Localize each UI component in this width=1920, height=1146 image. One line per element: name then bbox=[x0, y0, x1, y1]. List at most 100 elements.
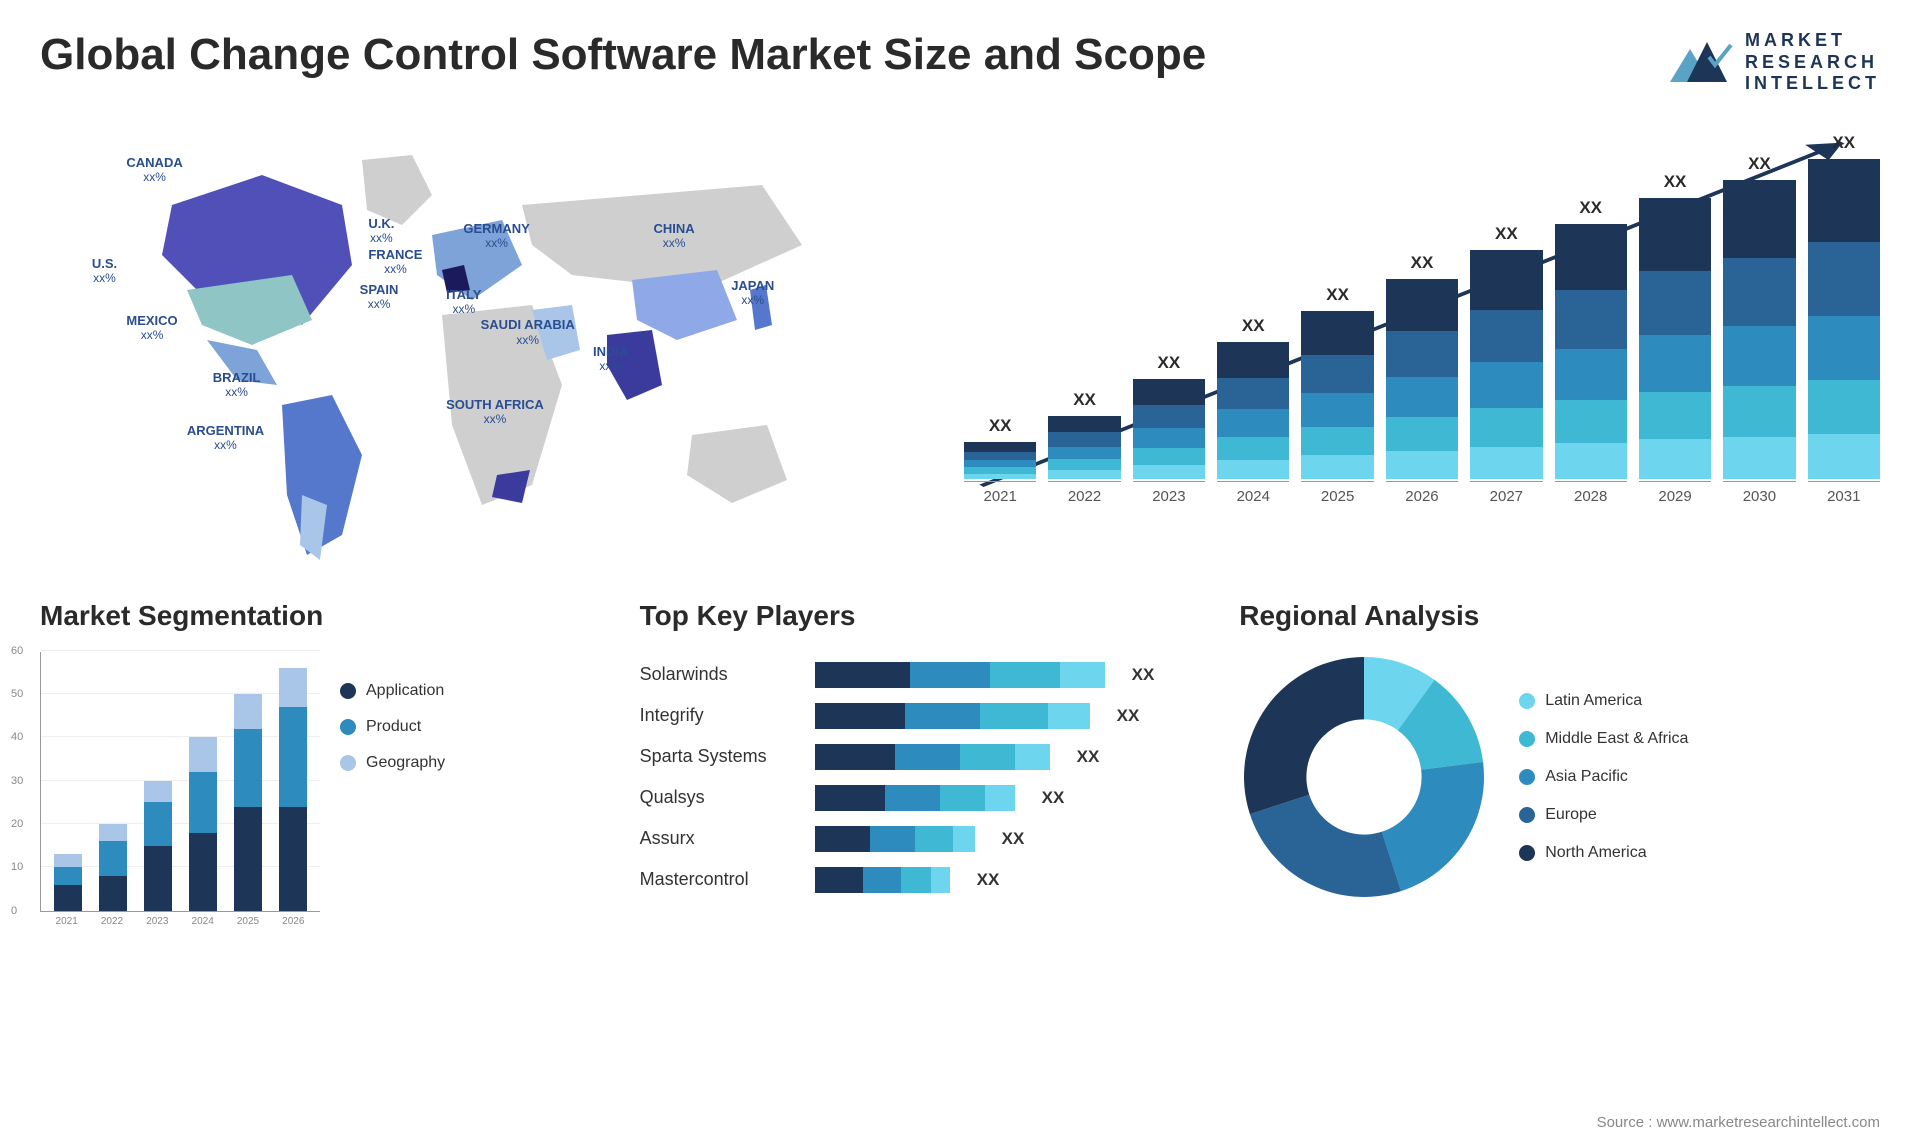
growth-segment bbox=[1470, 310, 1542, 363]
legend-dot-icon bbox=[1519, 693, 1535, 709]
growth-value-label: XX bbox=[1158, 353, 1181, 373]
growth-segment bbox=[1639, 439, 1711, 478]
seg-ytick: 40 bbox=[11, 731, 23, 743]
growth-value-label: XX bbox=[1748, 154, 1771, 174]
seg-ytick: 10 bbox=[11, 861, 23, 873]
map-label: U.S.xx% bbox=[92, 257, 117, 286]
growth-segment bbox=[1386, 451, 1458, 479]
growth-segment bbox=[1808, 159, 1880, 242]
growth-year-label: 2026 bbox=[1386, 481, 1458, 505]
legend-item: Latin America bbox=[1519, 692, 1688, 710]
logo-line3: INTELLECT bbox=[1745, 73, 1880, 95]
growth-segment bbox=[1639, 335, 1711, 391]
players-chart: SolarwindsXXIntegrifyXXSparta SystemsXXQ… bbox=[640, 652, 1210, 893]
growth-segment bbox=[1301, 311, 1373, 355]
seg-xlabel: 2024 bbox=[189, 916, 217, 927]
donut-slice bbox=[1244, 657, 1364, 814]
regional-donut bbox=[1239, 652, 1489, 902]
player-bar bbox=[815, 703, 1090, 729]
player-segment bbox=[863, 867, 901, 893]
player-segment bbox=[1060, 662, 1105, 688]
legend-item: Geography bbox=[340, 754, 445, 772]
growth-year-label: 2030 bbox=[1723, 481, 1795, 505]
segmentation-title: Market Segmentation bbox=[40, 600, 610, 632]
map-label: ARGENTINAxx% bbox=[187, 424, 264, 453]
growth-segment bbox=[964, 452, 1036, 460]
seg-segment bbox=[54, 854, 82, 867]
growth-segment bbox=[1133, 405, 1205, 428]
seg-segment bbox=[189, 833, 217, 911]
growth-segment bbox=[1723, 258, 1795, 327]
seg-column bbox=[279, 668, 307, 911]
map-label: ITALYxx% bbox=[446, 288, 481, 317]
legend-dot-icon bbox=[1519, 731, 1535, 747]
growth-segment bbox=[1301, 455, 1373, 479]
player-segment bbox=[985, 785, 1015, 811]
seg-ytick: 20 bbox=[11, 818, 23, 830]
player-segment bbox=[990, 662, 1060, 688]
player-segment bbox=[815, 867, 863, 893]
player-row: IntegrifyXX bbox=[640, 703, 1210, 729]
player-segment bbox=[960, 744, 1015, 770]
legend-dot-icon bbox=[1519, 769, 1535, 785]
growth-segment bbox=[1808, 316, 1880, 380]
legend-dot-icon bbox=[340, 683, 356, 699]
seg-ytick: 30 bbox=[11, 775, 23, 787]
player-segment bbox=[885, 785, 940, 811]
legend-label: Latin America bbox=[1545, 692, 1642, 710]
legend-item: Product bbox=[340, 718, 445, 736]
source-text: Source : www.marketresearchintellect.com bbox=[1597, 1114, 1880, 1131]
legend-item: Asia Pacific bbox=[1519, 768, 1688, 786]
player-row: QualsysXX bbox=[640, 785, 1210, 811]
player-name: Assurx bbox=[640, 828, 800, 849]
seg-segment bbox=[144, 802, 172, 845]
growth-segment bbox=[1470, 447, 1542, 479]
seg-segment bbox=[279, 707, 307, 807]
growth-value-label: XX bbox=[1664, 172, 1687, 192]
legend-item: Europe bbox=[1519, 806, 1688, 824]
growth-segment bbox=[1133, 448, 1205, 465]
growth-segment bbox=[1723, 437, 1795, 479]
seg-column bbox=[144, 781, 172, 911]
donut-slice bbox=[1250, 795, 1401, 897]
player-bar bbox=[815, 826, 975, 852]
growth-segment bbox=[1301, 427, 1373, 456]
player-segment bbox=[815, 826, 870, 852]
legend-label: Middle East & Africa bbox=[1545, 730, 1688, 748]
player-segment bbox=[931, 867, 950, 893]
seg-segment bbox=[234, 807, 262, 911]
growth-segment bbox=[1217, 437, 1289, 460]
growth-segment bbox=[1048, 432, 1120, 446]
player-value-label: XX bbox=[1117, 706, 1140, 726]
growth-column: XX2029 bbox=[1639, 172, 1711, 505]
player-segment bbox=[895, 744, 960, 770]
growth-column: XX2024 bbox=[1217, 316, 1289, 504]
legend-label: Product bbox=[366, 718, 421, 736]
growth-segment bbox=[1386, 279, 1458, 331]
growth-column: XX 2030 bbox=[1723, 154, 1795, 505]
growth-segment bbox=[1808, 242, 1880, 316]
seg-xlabel: 2023 bbox=[143, 916, 171, 927]
growth-segment bbox=[964, 460, 1036, 467]
seg-segment bbox=[279, 807, 307, 911]
player-segment bbox=[815, 785, 885, 811]
growth-segment bbox=[1723, 326, 1795, 386]
growth-segment bbox=[1723, 386, 1795, 437]
map-label: U.K.xx% bbox=[368, 217, 394, 246]
growth-value-label: XX bbox=[1579, 198, 1602, 218]
player-value-label: XX bbox=[1077, 747, 1100, 767]
growth-column: XX2025 bbox=[1301, 285, 1373, 505]
growth-value-label: XX bbox=[1495, 224, 1518, 244]
legend-item: Middle East & Africa bbox=[1519, 730, 1688, 748]
growth-segment bbox=[1133, 465, 1205, 479]
player-segment bbox=[905, 703, 980, 729]
growth-segment bbox=[1386, 377, 1458, 417]
player-segment bbox=[915, 826, 953, 852]
seg-segment bbox=[234, 729, 262, 807]
legend-label: Asia Pacific bbox=[1545, 768, 1628, 786]
map-region-australia bbox=[687, 425, 787, 503]
player-segment bbox=[1015, 744, 1050, 770]
growth-segment bbox=[1555, 443, 1627, 479]
legend-label: North America bbox=[1545, 844, 1646, 862]
growth-segment bbox=[1555, 224, 1627, 290]
